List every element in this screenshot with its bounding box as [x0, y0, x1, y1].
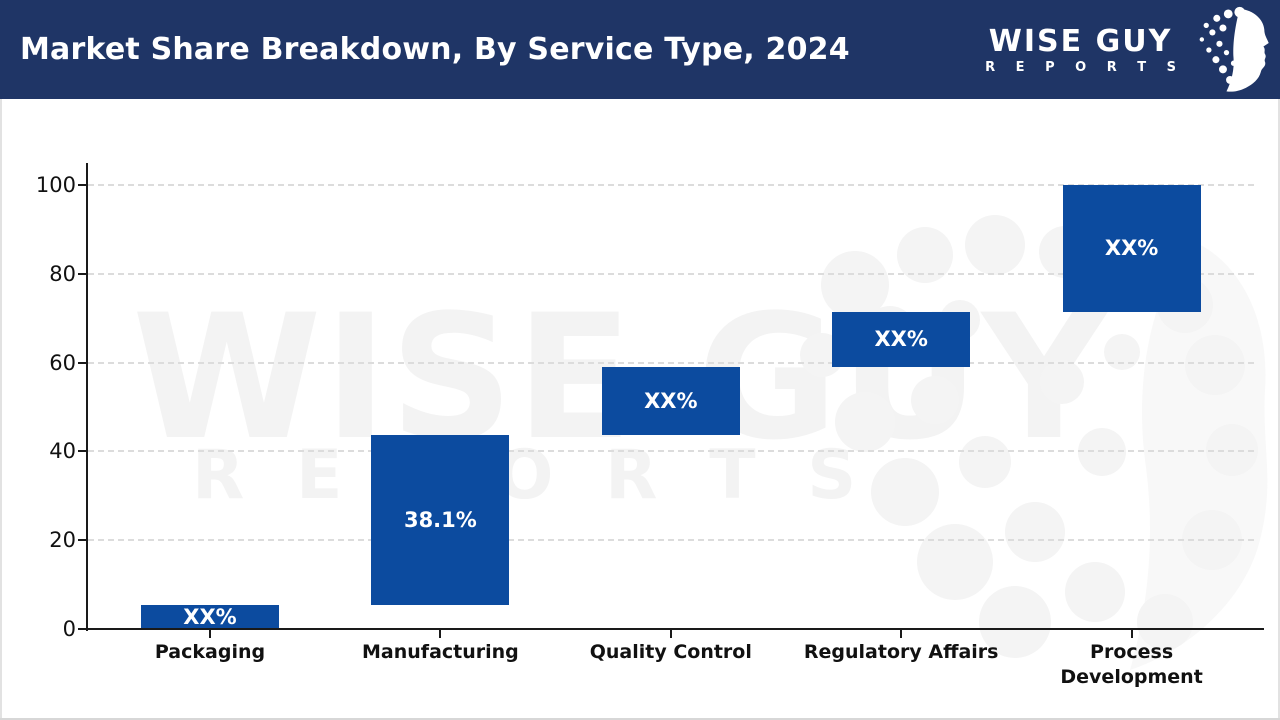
- bar-process-development: XX%: [1062, 185, 1201, 312]
- x-axis-tick: [209, 630, 211, 638]
- bar-regulatory-affairs: XX%: [832, 311, 971, 367]
- gridline: [88, 184, 1254, 186]
- y-axis-label: 100: [35, 173, 76, 197]
- bar-value-label: 38.1%: [403, 507, 477, 532]
- logo-wordmark: WISE GUY: [988, 23, 1173, 59]
- gridline: [88, 272, 1254, 275]
- y-axis-tick: [78, 628, 86, 630]
- bar-packaging: XX%: [141, 604, 279, 629]
- x-axis-tick: [439, 630, 442, 638]
- x-axis-label: Regulatory Affairs: [803, 641, 999, 663]
- bar-quality-control: XX%: [601, 366, 740, 436]
- bar-value-label: XX%: [183, 604, 237, 629]
- header: Market Share Breakdown, By Service Type,…: [0, 0, 1280, 99]
- x-axis-tick: [1130, 630, 1133, 638]
- logo-text: WISE GUY R E P O R T S: [977, 25, 1184, 75]
- y-axis-label: 0: [62, 617, 76, 641]
- page-edge-left: [0, 99, 2, 720]
- x-axis-label: Process Development: [1060, 641, 1203, 688]
- y-axis-tick: [78, 539, 86, 542]
- y-axis-label: 80: [49, 261, 76, 286]
- gridline: [88, 361, 1254, 364]
- page-edge-right: [1278, 99, 1280, 720]
- logo-subtext: R E P O R T S: [985, 59, 1184, 75]
- y-axis-tick: [78, 450, 86, 453]
- bar-value-label: XX%: [644, 389, 698, 413]
- x-axis-tick: [669, 630, 672, 638]
- y-axis-line: [86, 162, 88, 631]
- gridline: [88, 450, 1254, 453]
- wiseguy-face-icon: [1199, 6, 1269, 92]
- bar-value-label: XX%: [874, 327, 928, 352]
- wiseguy-logo: WISE GUY R E P O R T S: [977, 0, 1270, 99]
- y-axis-tick: [78, 184, 86, 186]
- x-axis-label: Manufacturing: [362, 641, 519, 663]
- page-title: Market Share Breakdown, By Service Type,…: [20, 32, 850, 67]
- x-axis-tick: [900, 630, 903, 638]
- x-axis-line: [86, 628, 1264, 630]
- gridline: [88, 539, 1254, 542]
- y-axis-tick: [78, 272, 86, 275]
- y-axis-label: 20: [49, 528, 76, 553]
- y-axis-label: 60: [49, 350, 76, 375]
- y-axis-label: 40: [49, 439, 76, 464]
- y-axis-tick: [78, 361, 86, 364]
- x-axis-label: Quality Control: [589, 641, 752, 663]
- bar-manufacturing: 38.1%: [371, 435, 510, 605]
- page-edge-bottom: [0, 718, 1280, 720]
- bar-value-label: XX%: [1104, 236, 1159, 261]
- x-axis-label: Packaging: [154, 641, 266, 663]
